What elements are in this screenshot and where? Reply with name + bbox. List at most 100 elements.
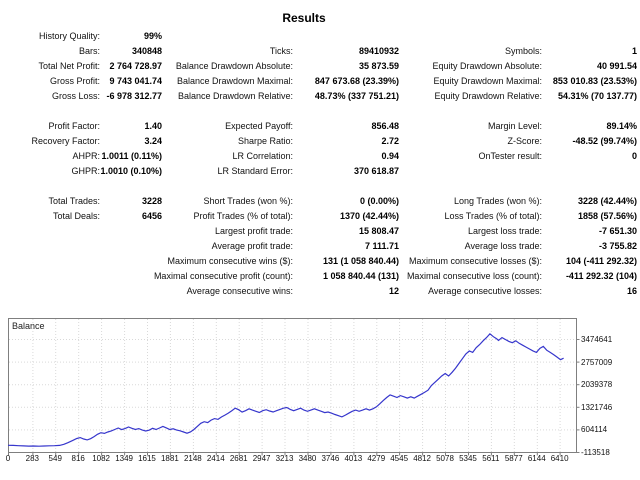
table-row: Profit Factor: 1.40 Expected Payoff: 856.48…: [0, 119, 640, 134]
stat-value: 99%: [143, 31, 162, 41]
stat-label: Average consecutive wins:: [186, 286, 293, 296]
x-axis-label: 4279: [367, 454, 386, 463]
table-row: Largest profit trade: 15 808.47 Largest lo…: [0, 224, 640, 239]
stat-value: 89410932: [358, 46, 399, 56]
table-row: Maximal consecutive profit (count): 1 058…: [0, 269, 640, 284]
stat-label: Largest profit trade:: [214, 226, 293, 236]
chart-legend-balance: Balance: [12, 321, 45, 331]
stat-value: 856.48: [371, 121, 399, 131]
table-row: AHPR: 1.0011 (0.11%) LR Correlation: 0.94 On…: [0, 149, 640, 164]
stat-label: Balance Drawdown Relative:: [177, 91, 293, 101]
stat-label: OnTester result:: [478, 151, 542, 161]
y-axis-label: 1321746: [581, 402, 613, 412]
stat-label: Equity Drawdown Relative:: [434, 91, 542, 101]
x-axis-label: 5345: [459, 454, 477, 463]
stat-label: Balance Drawdown Maximal:: [176, 76, 293, 86]
stat-label: Average loss trade:: [464, 241, 542, 251]
stat-value: 6456: [141, 211, 162, 221]
stat-value: 1.40: [144, 121, 162, 131]
chart-canvas: [7, 318, 580, 456]
x-axis-label: 3480: [298, 454, 317, 463]
y-axis-label: 2039378: [581, 380, 613, 390]
x-axis-label: 816: [71, 454, 85, 463]
stat-label: Maximal consecutive profit (count):: [153, 271, 293, 281]
x-axis-label: 1615: [138, 454, 156, 463]
stat-value: 7 111.71: [364, 241, 399, 251]
y-axis-label: 3474641: [581, 334, 613, 344]
stat-label: Average profit trade:: [211, 241, 293, 251]
stat-label: Z-Score:: [507, 136, 542, 146]
table-row: History Quality: 99%: [0, 29, 640, 44]
stat-value: 15 808.47: [358, 226, 399, 236]
x-axis-label: 5611: [482, 454, 500, 463]
stats-table: History Quality: 99% Bars: 340848 Ticks: 8941…: [0, 29, 640, 314]
stat-value: 847 673.68 (23.39%): [314, 76, 399, 86]
stat-value: 16: [626, 286, 637, 296]
x-axis-label: 1881: [160, 454, 179, 463]
stat-value: 1370 (42.44%): [339, 211, 399, 221]
stat-label: Total Net Profit:: [38, 61, 100, 71]
stat-label: LR Correlation:: [232, 151, 293, 161]
table-row: Total Deals: 6456 Profit Trades (% of tota…: [0, 209, 640, 224]
stat-label: Margin Level:: [487, 121, 542, 131]
plot-border: [8, 318, 577, 453]
x-axis-label: 2681: [229, 454, 248, 463]
x-axis-label: 2148: [183, 454, 202, 463]
stat-label: Average consecutive losses:: [428, 286, 542, 296]
stats-section: Profit Factor: 1.40 Expected Payoff: 856.48…: [0, 119, 640, 179]
x-axis-label: 3746: [321, 454, 340, 463]
stat-label: Gross Profit:: [49, 76, 100, 86]
page-title: Results: [282, 11, 326, 25]
stat-value: 2.72: [381, 136, 399, 146]
x-axis-label: 1082: [92, 454, 110, 463]
stat-value: 0.94: [381, 151, 399, 161]
x-axis-label: 3213: [275, 454, 294, 463]
y-axis-label: 604114: [581, 425, 608, 435]
stat-value: 1 058 840.44 (131): [322, 271, 399, 281]
balance-chart[interactable]: [7, 318, 582, 458]
table-row: GHPR: 1.0010 (0.10%) LR Standard Error: 370…: [0, 164, 640, 179]
stat-value: 0: [631, 151, 637, 161]
stat-value: 3228: [141, 196, 162, 206]
x-axis-label: 6410: [550, 454, 569, 463]
stat-value: 131 (1 058 840.44): [322, 256, 399, 266]
stat-value: 1: [631, 46, 637, 56]
stat-value: 35 873.59: [358, 61, 399, 71]
stat-label: Symbols:: [504, 46, 542, 56]
stat-label: LR Standard Error:: [217, 166, 293, 176]
stats-section: Total Trades: 3228 Short Trades (won %): 0 …: [0, 194, 640, 299]
stat-value: 9 743 041.74: [109, 76, 162, 86]
stat-label: Loss Trades (% of total):: [444, 211, 542, 221]
stat-value: -48.52 (99.74%): [572, 136, 637, 146]
stat-value: 104 (-411 292.32): [565, 256, 637, 266]
stat-label: AHPR:: [72, 151, 100, 161]
x-axis-label: 4545: [390, 454, 409, 463]
stat-label: Bars:: [78, 46, 100, 56]
stat-label: Maximum consecutive wins ($):: [167, 256, 293, 266]
stat-label: Recovery Factor:: [31, 136, 100, 146]
balance-line: [7, 332, 564, 447]
stat-label: Maximum consecutive losses ($):: [408, 256, 542, 266]
x-axis-label: 5877: [504, 454, 523, 463]
table-row: Average profit trade: 7 111.71 Average los…: [0, 239, 640, 254]
x-axis-label: 1349: [115, 454, 133, 463]
stat-label: Total Deals:: [52, 211, 100, 221]
stat-value: -411 292.32 (104): [565, 271, 637, 281]
y-axis-label: -113518: [581, 448, 610, 457]
stat-value: 40 991.54: [596, 61, 637, 71]
table-row: Recovery Factor: 3.24 Sharpe Ratio: 2.72 Z-S…: [0, 134, 640, 149]
stat-value: 2 764 728.97: [109, 61, 162, 71]
stat-label: Profit Trades (% of total):: [193, 211, 293, 221]
table-row: Total Net Profit: 2 764 728.97 Balance Dra…: [0, 59, 640, 74]
table-row: Maximum consecutive wins ($): 131 (1 058 …: [0, 254, 640, 269]
stat-value: 48.73% (337 751.21): [314, 91, 399, 101]
table-row: Gross Loss: -6 978 312.77 Balance Drawdown…: [0, 89, 640, 104]
table-row: Total Trades: 3228 Short Trades (won %): 0 …: [0, 194, 640, 209]
x-axis-label: 4812: [413, 454, 431, 463]
stat-value: 1.0011 (0.11%): [101, 151, 162, 161]
stat-value: 1.0010 (0.10%): [100, 166, 162, 176]
stat-value: 0 (0.00%): [359, 196, 399, 206]
stats-section: History Quality: 99% Bars: 340848 Ticks: 8941…: [0, 29, 640, 104]
x-axis-label: 549: [48, 454, 62, 463]
